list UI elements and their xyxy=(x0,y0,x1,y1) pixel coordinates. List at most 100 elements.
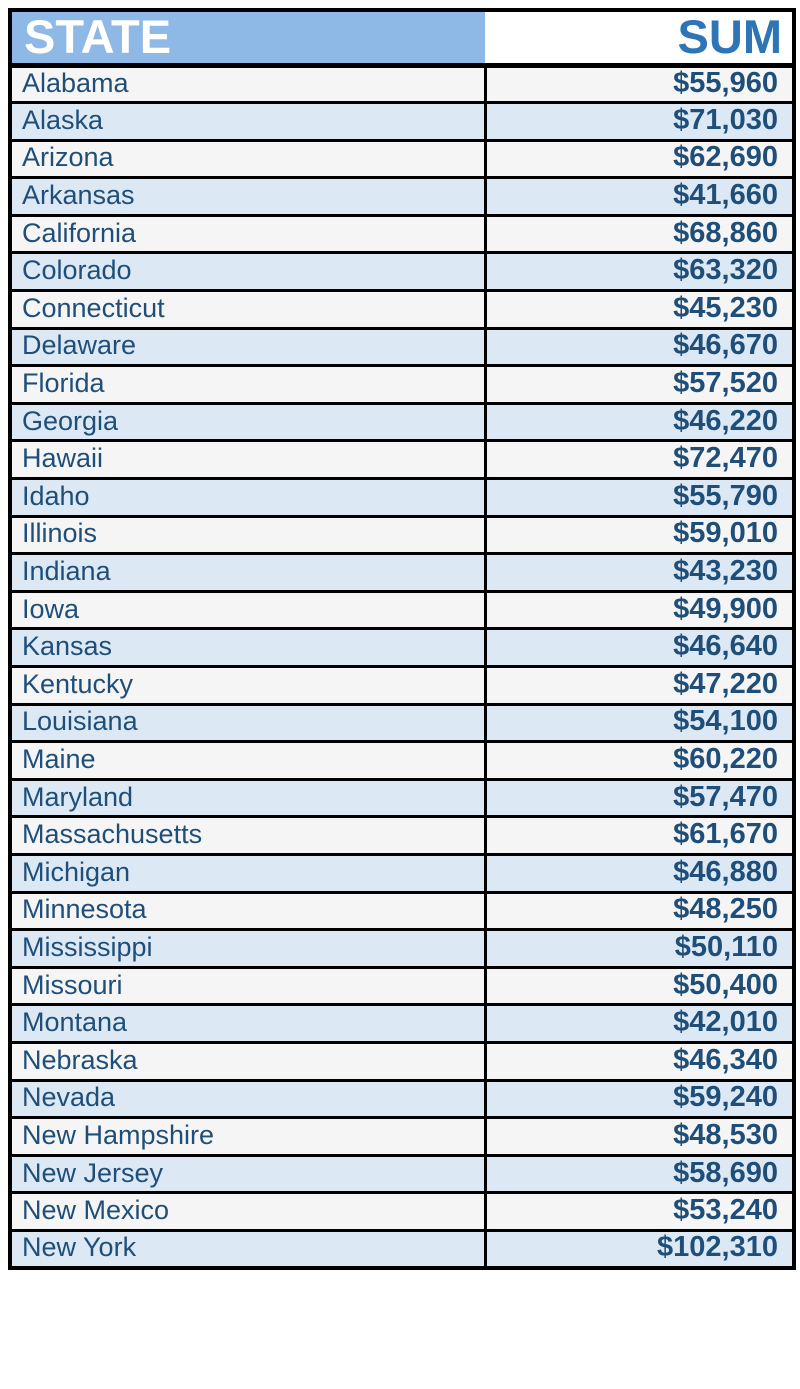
state-cell: Indiana xyxy=(8,552,487,593)
table-row: Nevada $59,240 xyxy=(8,1078,796,1120)
table-row: Nebraska $46,340 xyxy=(8,1040,796,1082)
table-row: Delaware $46,670 xyxy=(8,326,796,368)
table-row: Maine $60,220 xyxy=(8,740,796,781)
sum-cell: $50,110 xyxy=(483,928,796,969)
state-cell: New Hampshire xyxy=(8,1116,487,1157)
sum-cell: $55,960 xyxy=(483,63,796,105)
state-cell: Nevada xyxy=(8,1078,487,1120)
table-row: Kansas $46,640 xyxy=(8,627,796,668)
sum-cell: $71,030 xyxy=(483,101,796,142)
state-cell: Connecticut xyxy=(8,289,487,330)
state-cell: Georgia xyxy=(8,401,487,443)
sum-cell: $46,670 xyxy=(483,326,796,368)
state-cell: Louisiana xyxy=(8,702,487,744)
state-cell: Hawaii xyxy=(8,439,487,481)
sum-cell: $72,470 xyxy=(483,439,796,481)
sum-cell: $41,660 xyxy=(483,176,796,217)
state-cell: Illinois xyxy=(8,514,487,556)
sum-cell: $68,860 xyxy=(483,213,796,255)
table-row: Idaho $55,790 xyxy=(8,477,796,518)
state-cell: Iowa xyxy=(8,589,487,631)
state-cell: Arkansas xyxy=(8,176,487,217)
state-cell: California xyxy=(8,213,487,255)
sum-cell: $49,900 xyxy=(483,589,796,631)
table-row: Montana $42,010 xyxy=(8,1003,796,1044)
state-cell: Mississippi xyxy=(8,928,487,969)
table-row: New Hampshire $48,530 xyxy=(8,1116,796,1157)
state-cell: Maryland xyxy=(8,777,487,819)
sum-cell: $61,670 xyxy=(483,815,796,856)
table-row: Alabama $55,960 xyxy=(8,63,796,105)
state-cell: New Jersey xyxy=(8,1153,487,1195)
state-cell: Colorado xyxy=(8,251,487,293)
table-container: STATE SUM Alabama $55,960 Alaska $71,030… xyxy=(8,8,796,1270)
state-cell: New York xyxy=(8,1228,487,1270)
sum-cell: $46,880 xyxy=(483,852,796,894)
table-row: Minnesota $48,250 xyxy=(8,890,796,932)
table-row: New Mexico $53,240 xyxy=(8,1191,796,1232)
table-row: Illinois $59,010 xyxy=(8,514,796,556)
state-cell: Alaska xyxy=(8,101,487,142)
sum-cell: $102,310 xyxy=(483,1228,796,1270)
sum-cell: $46,340 xyxy=(483,1040,796,1082)
sum-cell: $50,400 xyxy=(483,965,796,1007)
table-row: Maryland $57,470 xyxy=(8,777,796,819)
state-cell: Idaho xyxy=(8,477,487,518)
table-row: Connecticut $45,230 xyxy=(8,289,796,330)
sum-cell: $54,100 xyxy=(483,702,796,744)
table-row: Louisiana $54,100 xyxy=(8,702,796,744)
sum-cell: $57,470 xyxy=(483,777,796,819)
table-row: Indiana $43,230 xyxy=(8,552,796,593)
table-row: Georgia $46,220 xyxy=(8,401,796,443)
table-row: New Jersey $58,690 xyxy=(8,1153,796,1195)
table-row: Hawaii $72,470 xyxy=(8,439,796,481)
sum-cell: $63,320 xyxy=(483,251,796,293)
state-sum-table: STATE SUM Alabama $55,960 Alaska $71,030… xyxy=(8,8,796,1270)
table-row: Mississippi $50,110 xyxy=(8,928,796,969)
state-cell: Alabama xyxy=(8,63,487,105)
table-row: Missouri $50,400 xyxy=(8,965,796,1007)
sum-cell: $46,220 xyxy=(483,401,796,443)
table-row: Florida $57,520 xyxy=(8,364,796,405)
sum-cell: $48,250 xyxy=(483,890,796,932)
state-cell: Florida xyxy=(8,364,487,405)
table-row: New York $102,310 xyxy=(8,1228,796,1270)
table-body: Alabama $55,960 Alaska $71,030 Arizona $… xyxy=(8,63,796,1270)
table-row: California $68,860 xyxy=(8,213,796,255)
table-row: Colorado $63,320 xyxy=(8,251,796,293)
sum-cell: $53,240 xyxy=(483,1191,796,1232)
sum-cell: $45,230 xyxy=(483,289,796,330)
state-cell: Michigan xyxy=(8,852,487,894)
sum-cell: $59,010 xyxy=(483,514,796,556)
state-cell: Delaware xyxy=(8,326,487,368)
sum-cell: $46,640 xyxy=(483,627,796,668)
table-row: Arkansas $41,660 xyxy=(8,176,796,217)
state-cell: New Mexico xyxy=(8,1191,487,1232)
table-row: Iowa $49,900 xyxy=(8,589,796,631)
state-cell: Missouri xyxy=(8,965,487,1007)
sum-cell: $58,690 xyxy=(483,1153,796,1195)
header-row: STATE SUM xyxy=(10,10,794,68)
state-cell: Maine xyxy=(8,740,487,781)
column-header-sum: SUM xyxy=(485,10,794,68)
table-row: Massachusetts $61,670 xyxy=(8,815,796,856)
sum-cell: $57,520 xyxy=(483,364,796,405)
sum-cell: $48,530 xyxy=(483,1116,796,1157)
sum-cell: $55,790 xyxy=(483,477,796,518)
sum-cell: $43,230 xyxy=(483,552,796,593)
state-cell: Arizona xyxy=(8,138,487,180)
table-row: Kentucky $47,220 xyxy=(8,665,796,706)
table-row: Michigan $46,880 xyxy=(8,852,796,894)
state-cell: Montana xyxy=(8,1003,487,1044)
state-cell: Minnesota xyxy=(8,890,487,932)
table-row: Arizona $62,690 xyxy=(8,138,796,180)
state-cell: Nebraska xyxy=(8,1040,487,1082)
sum-cell: $47,220 xyxy=(483,665,796,706)
state-cell: Kansas xyxy=(8,627,487,668)
sum-cell: $62,690 xyxy=(483,138,796,180)
sum-cell: $42,010 xyxy=(483,1003,796,1044)
state-cell: Kentucky xyxy=(8,665,487,706)
state-cell: Massachusetts xyxy=(8,815,487,856)
column-header-state: STATE xyxy=(10,10,485,68)
sum-cell: $60,220 xyxy=(483,740,796,781)
